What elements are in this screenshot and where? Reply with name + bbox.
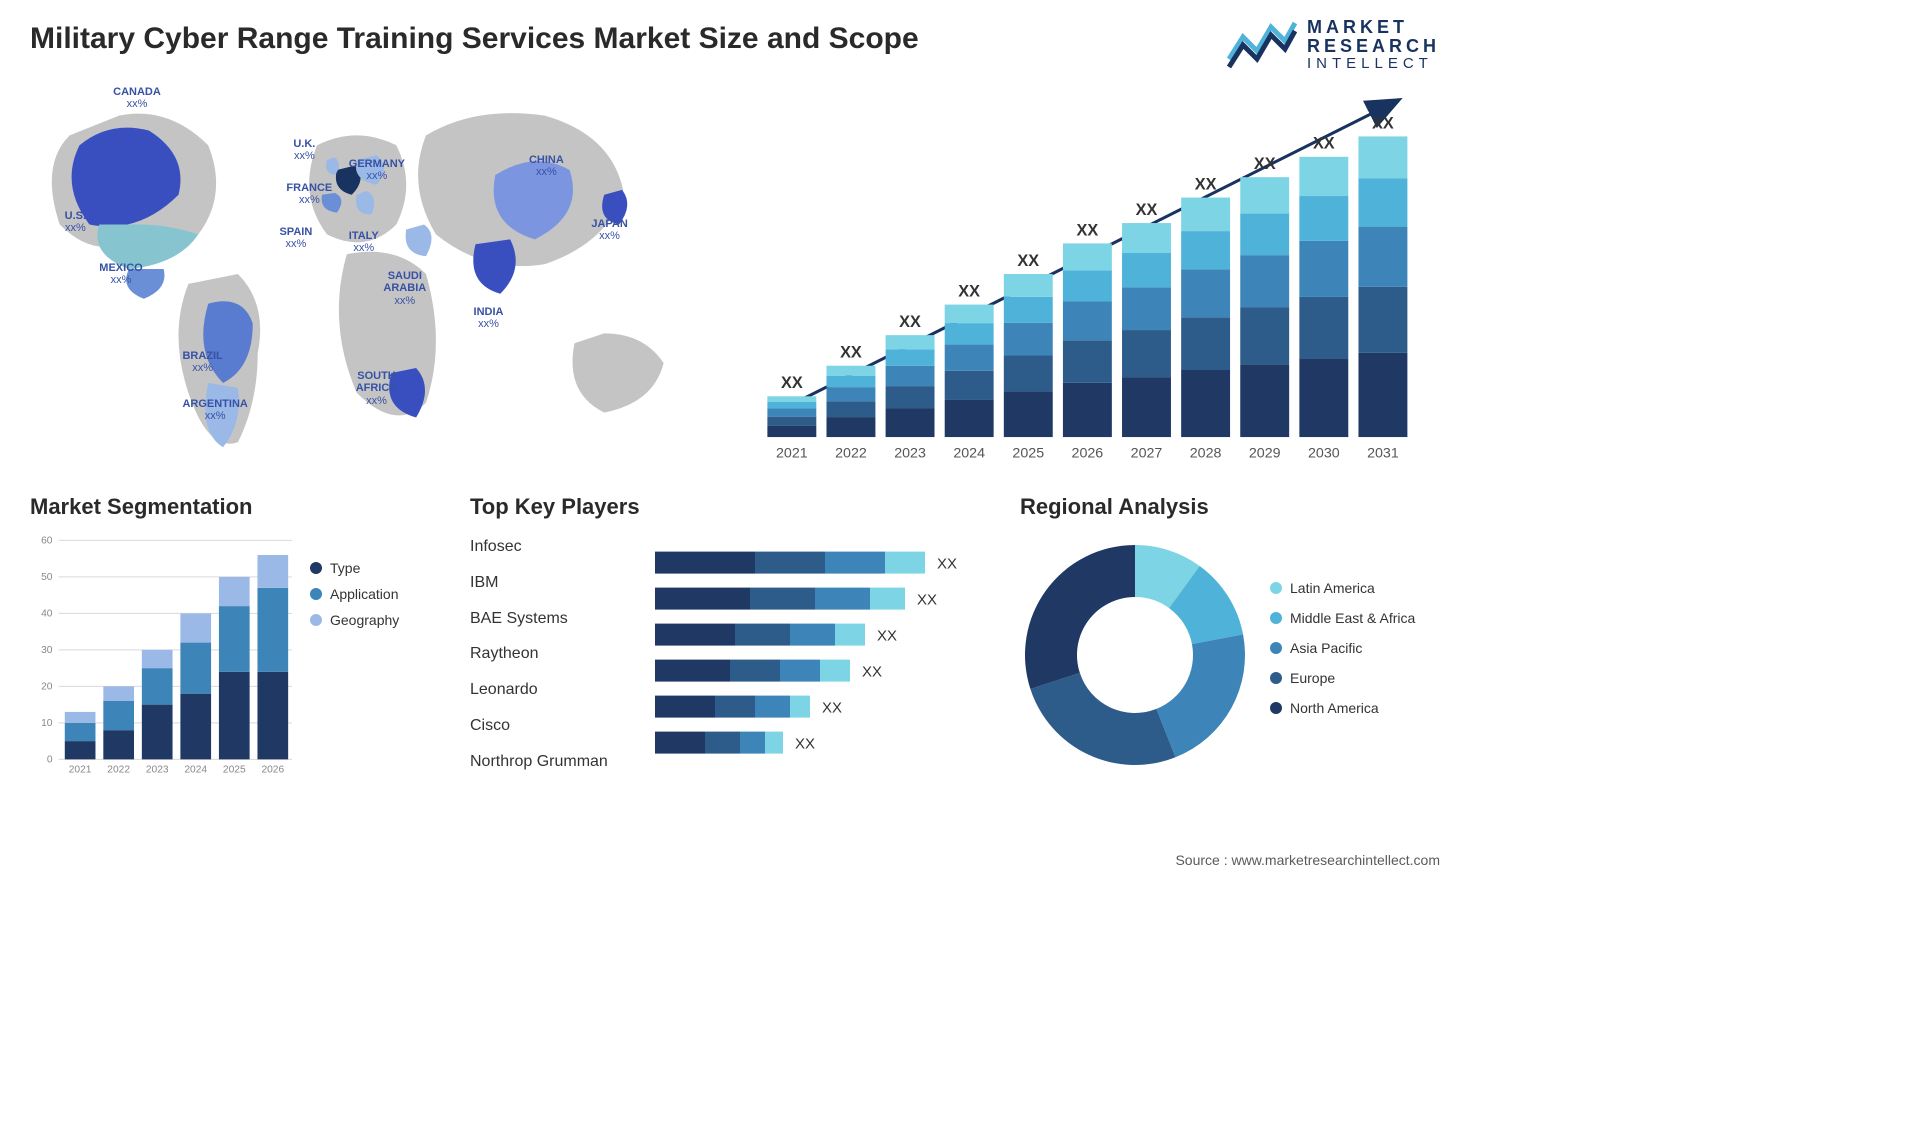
player-name: Northrop Grumman xyxy=(470,753,640,771)
forecast-chart: XX 2021 XX 2022 XX 2023 XX 2024 XX 2025 XX 2026 XX 20… xyxy=(747,74,1440,474)
map-label: CANADAxx% xyxy=(113,86,161,111)
svg-text:2021: 2021 xyxy=(69,764,92,775)
legend-item: Middle East & Africa xyxy=(1270,610,1440,626)
regional-title: Regional Analysis xyxy=(1020,494,1440,520)
svg-text:2022: 2022 xyxy=(107,764,130,775)
svg-text:XX: XX xyxy=(840,343,862,361)
svg-text:2023: 2023 xyxy=(146,764,169,775)
svg-text:2031: 2031 xyxy=(1367,445,1399,461)
svg-text:XX: XX xyxy=(937,555,957,572)
svg-text:2022: 2022 xyxy=(835,445,867,461)
svg-text:2024: 2024 xyxy=(184,764,207,775)
svg-text:40: 40 xyxy=(41,608,53,619)
page-title: Military Cyber Range Training Services M… xyxy=(30,20,1010,58)
segmentation-panel: Market Segmentation 0 10 20 30 40 50 60 2021 202… xyxy=(30,494,450,794)
players-title: Top Key Players xyxy=(470,494,1000,520)
world-map-panel: CANADAxx% U.S.xx% MEXICOxx% BRAZILxx% ARGENT… xyxy=(30,74,723,474)
svg-text:2025: 2025 xyxy=(223,764,246,775)
map-label: INDIAxx% xyxy=(474,306,504,331)
map-label: MEXICOxx% xyxy=(99,262,142,287)
map-label: SAUDIARABIAxx% xyxy=(383,270,426,308)
svg-text:XX: XX xyxy=(877,627,897,644)
svg-text:20: 20 xyxy=(41,681,53,692)
svg-text:2021: 2021 xyxy=(776,445,808,461)
svg-text:XX: XX xyxy=(1077,221,1099,239)
regional-panel: Regional Analysis Latin America Middle Ea… xyxy=(1020,494,1440,794)
svg-text:XX: XX xyxy=(862,663,882,680)
svg-text:XX: XX xyxy=(1017,251,1039,269)
logo-icon xyxy=(1227,19,1297,71)
svg-text:2027: 2027 xyxy=(1131,445,1163,461)
svg-text:2026: 2026 xyxy=(1072,445,1104,461)
svg-text:60: 60 xyxy=(41,535,53,546)
svg-text:XX: XX xyxy=(1254,155,1276,173)
map-label: CHINAxx% xyxy=(529,154,564,179)
svg-text:XX: XX xyxy=(1136,200,1158,218)
logo-text-3: INTELLECT xyxy=(1307,56,1440,72)
svg-text:XX: XX xyxy=(958,282,980,300)
svg-text:2026: 2026 xyxy=(261,764,284,775)
svg-text:XX: XX xyxy=(917,591,937,608)
svg-text:0: 0 xyxy=(47,754,53,765)
forecast-chart-panel: XX 2021 XX 2022 XX 2023 XX 2024 XX 2025 XX 2026 XX 20… xyxy=(747,74,1440,474)
legend-item: Geography xyxy=(310,612,450,628)
svg-text:XX: XX xyxy=(1313,134,1335,152)
svg-text:50: 50 xyxy=(41,571,53,582)
segmentation-title: Market Segmentation xyxy=(30,494,450,520)
svg-text:XX: XX xyxy=(899,312,921,330)
legend-item: Type xyxy=(310,560,450,576)
svg-text:10: 10 xyxy=(41,717,53,728)
map-label: SOUTHAFRICAxx% xyxy=(356,370,398,408)
player-name: Infosec xyxy=(470,538,640,556)
player-name: IBM xyxy=(470,574,640,592)
logo-text-1: MARKET xyxy=(1307,18,1440,37)
logo-text-2: RESEARCH xyxy=(1307,37,1440,56)
player-name: Leonardo xyxy=(470,681,640,699)
source-label: Source : www.marketresearchintellect.com xyxy=(1175,852,1440,868)
svg-text:2023: 2023 xyxy=(894,445,926,461)
map-label: U.S.xx% xyxy=(65,210,86,235)
map-label: JAPANxx% xyxy=(591,218,627,243)
player-name: Cisco xyxy=(470,717,640,735)
players-panel: Top Key Players Infosec IBM BAE Systems Ray… xyxy=(470,494,1000,794)
map-label: U.K.xx% xyxy=(293,138,315,163)
segmentation-chart: 0 10 20 30 40 50 60 2021 2022 2023 2024 2025 2026 xyxy=(30,530,296,780)
svg-text:XX: XX xyxy=(822,699,842,716)
map-label: SPAINxx% xyxy=(279,226,312,251)
svg-text:2030: 2030 xyxy=(1308,445,1340,461)
svg-text:30: 30 xyxy=(41,644,53,655)
svg-text:2028: 2028 xyxy=(1190,445,1222,461)
svg-text:XX: XX xyxy=(1372,114,1394,132)
svg-text:2029: 2029 xyxy=(1249,445,1281,461)
map-label: GERMANYxx% xyxy=(349,158,405,183)
map-label: ARGENTINAxx% xyxy=(182,398,247,423)
regional-legend: Latin America Middle East & Africa Asia Pa… xyxy=(1270,580,1440,730)
legend-item: Europe xyxy=(1270,670,1440,686)
player-name: Raytheon xyxy=(470,645,640,663)
svg-text:XX: XX xyxy=(795,735,815,752)
svg-text:XX: XX xyxy=(1195,175,1217,193)
segmentation-legend: Type Application Geography xyxy=(310,530,450,780)
brand-logo: MARKET RESEARCH INTELLECT xyxy=(1227,18,1440,72)
players-name-list: Infosec IBM BAE Systems Raytheon Leonardo Cis… xyxy=(470,530,650,780)
legend-item: Asia Pacific xyxy=(1270,640,1440,656)
map-label: FRANCExx% xyxy=(286,182,332,207)
legend-item: Application xyxy=(310,586,450,602)
svg-text:XX: XX xyxy=(781,374,803,392)
svg-text:2025: 2025 xyxy=(1012,445,1044,461)
map-label: BRAZILxx% xyxy=(182,350,222,375)
svg-text:2024: 2024 xyxy=(953,445,985,461)
map-label: ITALYxx% xyxy=(349,230,379,255)
legend-item: North America xyxy=(1270,700,1440,716)
player-name: BAE Systems xyxy=(470,610,640,628)
players-chart: XX XX XX XX XX XX xyxy=(650,530,1000,780)
regional-donut xyxy=(1020,540,1250,770)
legend-item: Latin America xyxy=(1270,580,1440,596)
